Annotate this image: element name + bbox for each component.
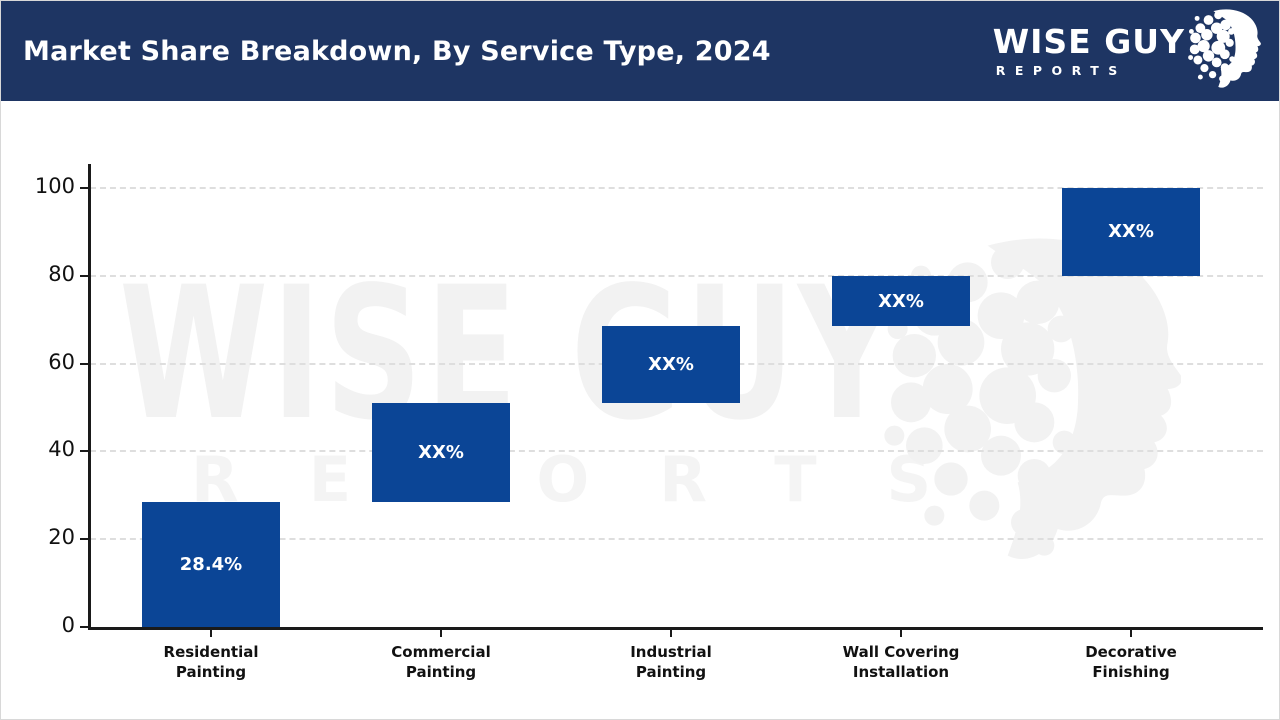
gridline	[90, 538, 1263, 541]
x-axis-tick	[900, 629, 902, 637]
x-category-label-line: Finishing	[1092, 663, 1170, 682]
brand-logo-subtitle: REPORTS	[995, 62, 1127, 78]
y-axis-tick-label: 80	[48, 261, 75, 286]
x-category-label: Industrial Painting	[561, 642, 781, 683]
x-category-label-line: Painting	[635, 663, 707, 682]
y-axis-tick-label: 0	[61, 613, 75, 637]
brand-head-icon	[1188, 9, 1261, 88]
page-title: Market Share Breakdown, By Service Type,…	[23, 35, 771, 67]
x-axis-tick	[1130, 629, 1132, 637]
x-axis-tick	[670, 629, 672, 637]
x-category-label: Decorative Finishing	[1021, 642, 1241, 683]
y-axis-tick	[80, 626, 89, 628]
y-axis-tick-label: 40	[48, 437, 75, 462]
y-axis-tick	[80, 274, 89, 277]
x-category-label-line: Commercial	[391, 643, 491, 661]
y-axis-tick-label: 100	[34, 174, 75, 198]
x-category-label-line: Industrial	[630, 643, 712, 661]
brand-logo-text: WISE GUY REPORTS	[993, 25, 1185, 78]
watermark-text-sub: REPORTS	[191, 443, 1002, 516]
x-axis-tick	[440, 629, 442, 637]
header: Market Share Breakdown, By Service Type,…	[1, 1, 1279, 101]
y-axis-line	[88, 164, 91, 629]
y-axis-tick	[80, 538, 89, 541]
y-axis-tick	[80, 362, 89, 365]
y-axis-tick-label: 60	[48, 349, 75, 374]
y-axis-tick-label: 20	[48, 525, 75, 550]
bar: XX%	[372, 403, 510, 503]
bar-value-label: 28.4%	[179, 554, 243, 576]
bar-value-label: XX%	[418, 442, 464, 464]
x-category-label-line: Residential	[163, 643, 259, 661]
bar: XX%	[832, 275, 970, 327]
x-category-label-line: Painting	[405, 663, 477, 682]
x-category-label-line: Decorative	[1085, 643, 1177, 661]
gridline	[90, 450, 1263, 453]
brand-logo-name: WISE GUY	[992, 21, 1185, 61]
x-axis-tick	[210, 629, 212, 637]
x-category-label-line: Wall Covering	[842, 643, 960, 661]
x-category-label-line: Painting	[175, 663, 247, 682]
bar-value-label: XX%	[878, 290, 924, 312]
bar-value-label: XX%	[1108, 221, 1154, 243]
x-axis-line	[88, 627, 1263, 630]
gridline	[90, 187, 1263, 189]
bar: XX%	[1062, 188, 1200, 276]
brand-logo: WISE GUY REPORTS	[993, 7, 1261, 95]
x-category-label: Commercial Painting	[331, 642, 551, 683]
bar-value-label: XX%	[648, 354, 694, 376]
x-category-label: Residential Painting	[101, 642, 321, 683]
gridline	[90, 274, 1263, 277]
bar: 28.4%	[142, 502, 280, 627]
x-category-label: Wall Covering Installation	[791, 642, 1011, 683]
y-axis-tick	[80, 450, 89, 453]
bar: XX%	[602, 326, 740, 404]
x-category-label-line: Installation	[852, 663, 950, 682]
y-axis-tick	[80, 187, 89, 189]
